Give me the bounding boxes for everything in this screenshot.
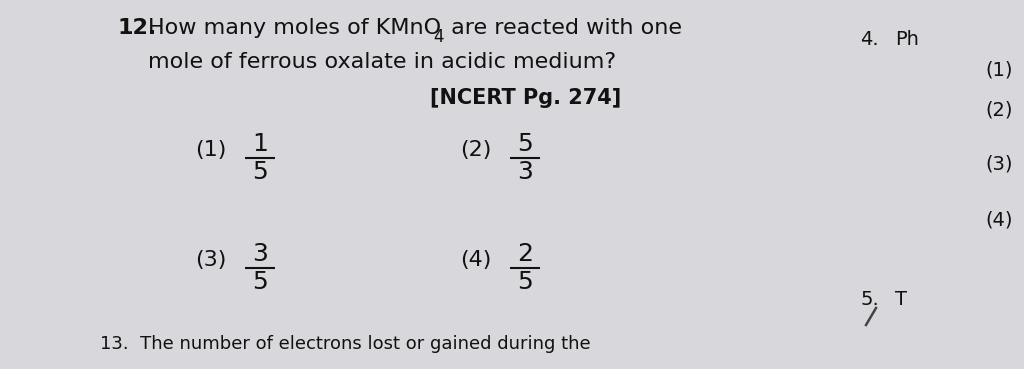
Text: 2: 2 — [517, 242, 534, 266]
Text: 5: 5 — [517, 270, 532, 294]
Text: 12.: 12. — [118, 18, 158, 38]
Text: (4): (4) — [460, 250, 492, 270]
Text: (2): (2) — [985, 100, 1013, 119]
Text: 4: 4 — [433, 28, 443, 46]
Text: [NCERT Pg. 274]: [NCERT Pg. 274] — [430, 88, 622, 108]
Text: 5: 5 — [517, 132, 532, 156]
Text: 13.  The number of electrons lost or gained during the: 13. The number of electrons lost or gain… — [100, 335, 591, 353]
Text: mole of ferrous oxalate in acidic medium?: mole of ferrous oxalate in acidic medium… — [148, 52, 616, 72]
Text: 4.: 4. — [860, 30, 879, 49]
Text: are reacted with one: are reacted with one — [444, 18, 682, 38]
Text: Ph: Ph — [895, 30, 919, 49]
Text: 5: 5 — [252, 160, 268, 184]
Text: (1): (1) — [195, 140, 226, 160]
Text: (3): (3) — [985, 155, 1013, 174]
Text: (1): (1) — [985, 60, 1013, 79]
Text: 5: 5 — [252, 270, 268, 294]
Text: T: T — [895, 290, 907, 309]
Text: (3): (3) — [195, 250, 226, 270]
Text: (2): (2) — [460, 140, 492, 160]
Text: 5.: 5. — [860, 290, 879, 309]
Text: 1: 1 — [252, 132, 268, 156]
Text: 3: 3 — [252, 242, 268, 266]
Text: 3: 3 — [517, 160, 532, 184]
Text: (4): (4) — [985, 210, 1013, 229]
Text: How many moles of KMnO: How many moles of KMnO — [148, 18, 441, 38]
